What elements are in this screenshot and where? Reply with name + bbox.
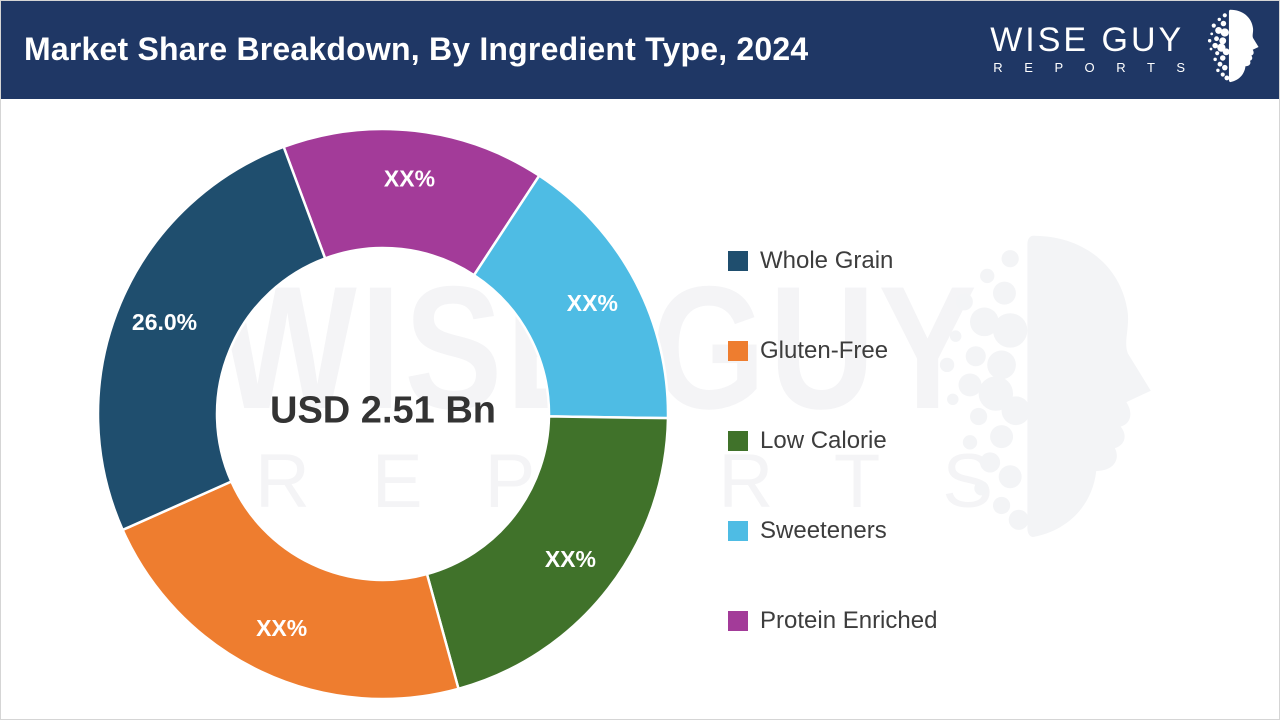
brand-name: WISE GUY [990, 20, 1185, 59]
legend-swatch [728, 521, 748, 541]
legend-item-low-calorie: Low Calorie [728, 427, 937, 454]
slice-label-sweeteners: XX% [567, 290, 618, 316]
brand-subtitle: R E P O R T S [993, 59, 1194, 75]
slice-label-gluten-free: XX% [256, 615, 307, 641]
header-bar: Market Share Breakdown, By Ingredient Ty… [0, 0, 1280, 99]
legend-item-sweeteners: Sweeteners [728, 517, 937, 544]
legend-swatch [728, 431, 748, 451]
chart-center-value: USD 2.51 Bn [270, 389, 496, 432]
donut-slice-gluten-free [121, 480, 460, 701]
slice-label-low-calorie: XX% [545, 546, 596, 572]
legend-swatch [728, 611, 748, 631]
chart-legend: Whole Grain Gluten-Free Low Calorie Swee… [728, 247, 938, 634]
brand-head-icon [1207, 9, 1259, 83]
page-title: Market Share Breakdown, By Ingredient Ty… [24, 31, 809, 67]
slice-label-protein-enriched: XX% [384, 165, 435, 191]
legend-swatch [728, 341, 748, 361]
brand-logo-text: WISE GUY R E P O R T S [990, 22, 1194, 75]
legend-label: Whole Grain [760, 247, 894, 274]
donut-slice-sweeteners [472, 174, 670, 420]
legend-label: Sweeteners [760, 517, 887, 544]
legend-item-gluten-free: Gluten-Free [728, 337, 937, 364]
legend-item-protein-enriched: Protein Enriched [728, 607, 938, 634]
legend-label: Gluten-Free [760, 337, 889, 364]
donut-slice-low-calorie [425, 415, 670, 691]
legend-swatch [728, 251, 748, 271]
slice-label-whole-grain: 26.0% [132, 309, 197, 335]
donut-slice-whole-grain [96, 145, 327, 532]
legend-label: Protein Enriched [760, 607, 938, 634]
brand-logo: WISE GUY R E P O R T S [990, 6, 1262, 90]
legend-label: Low Calorie [760, 427, 887, 454]
legend-item-whole-grain: Whole Grain [728, 247, 937, 274]
